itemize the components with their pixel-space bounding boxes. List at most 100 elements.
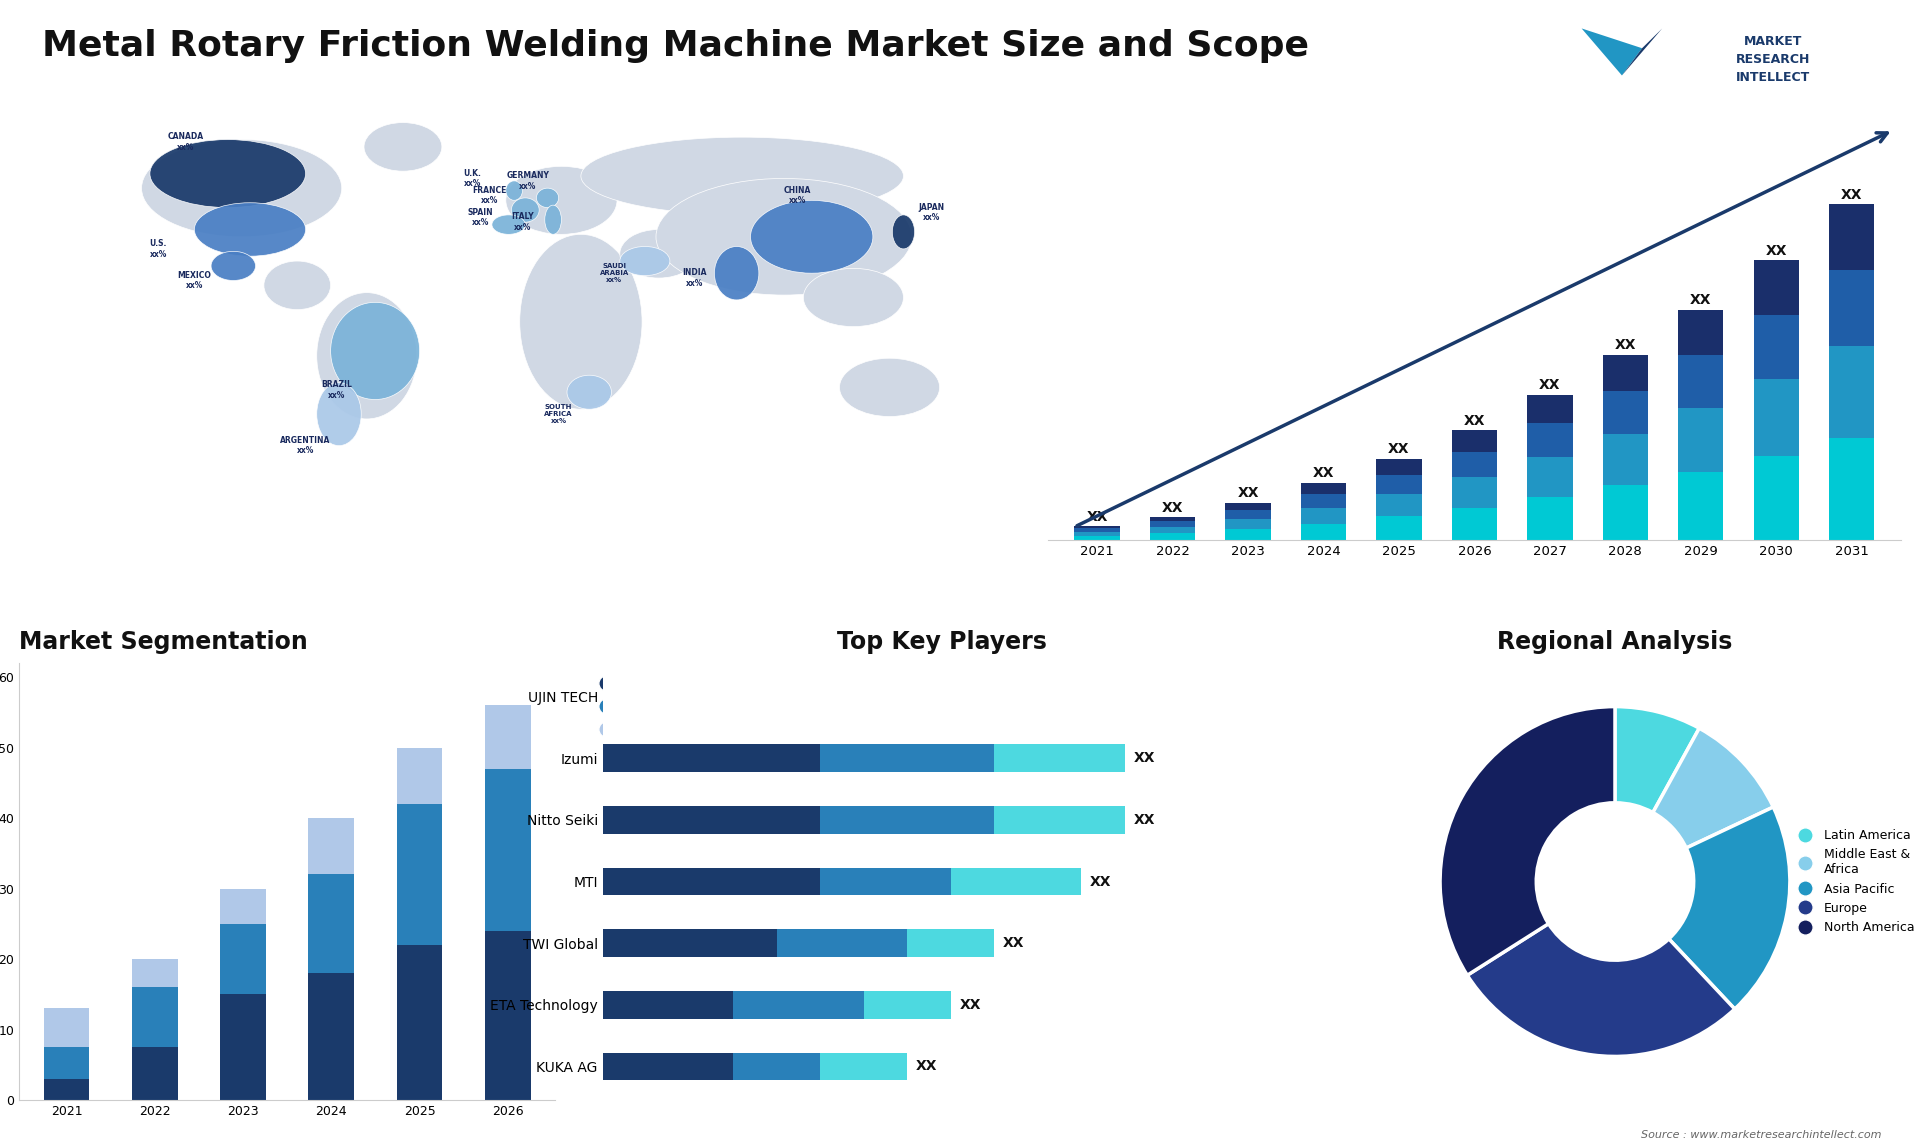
Text: XX: XX	[1133, 813, 1156, 827]
Bar	[1075, 528, 1119, 532]
Text: XX: XX	[1615, 338, 1636, 352]
Ellipse shape	[545, 205, 561, 234]
Bar	[221, 995, 267, 1100]
Text: XX: XX	[1087, 510, 1108, 524]
Bar	[44, 1047, 90, 1080]
Bar	[733, 991, 864, 1019]
Bar	[309, 818, 353, 874]
Text: XX: XX	[1091, 874, 1112, 888]
Bar	[1075, 535, 1119, 541]
Bar	[1150, 527, 1196, 533]
Text: CHINA
xx%: CHINA xx%	[783, 186, 812, 205]
Bar	[908, 929, 995, 957]
Bar	[1452, 477, 1498, 508]
Bar	[778, 929, 908, 957]
Text: Market Segmentation: Market Segmentation	[19, 630, 307, 654]
Text: XX: XX	[1766, 244, 1788, 258]
Bar	[603, 1052, 733, 1081]
Bar	[1830, 438, 1874, 541]
Text: XX: XX	[1388, 442, 1409, 456]
Bar	[1075, 526, 1119, 528]
Ellipse shape	[620, 229, 697, 278]
Bar	[221, 924, 267, 995]
Bar	[486, 769, 530, 931]
Ellipse shape	[536, 188, 559, 207]
Text: XX: XX	[1133, 752, 1156, 766]
Text: XX: XX	[1162, 501, 1183, 515]
Ellipse shape	[566, 375, 611, 409]
Bar	[1753, 456, 1799, 541]
Bar	[950, 868, 1081, 895]
Bar	[1225, 519, 1271, 529]
Bar	[1753, 260, 1799, 315]
Bar	[1603, 354, 1647, 392]
Bar	[1678, 471, 1724, 541]
Bar	[820, 745, 995, 772]
Bar	[1526, 424, 1572, 457]
Bar	[1377, 474, 1421, 494]
Bar	[1452, 430, 1498, 452]
Title: Regional Analysis: Regional Analysis	[1498, 630, 1732, 654]
Ellipse shape	[150, 140, 305, 207]
Text: XX: XX	[1002, 936, 1025, 950]
Bar	[1377, 517, 1421, 541]
Text: MARKET
RESEARCH
INTELLECT: MARKET RESEARCH INTELLECT	[1736, 34, 1811, 84]
Bar	[1678, 309, 1724, 355]
Bar	[397, 945, 442, 1100]
Bar	[44, 1080, 90, 1100]
Ellipse shape	[142, 140, 342, 237]
Text: FRANCE
xx%: FRANCE xx%	[472, 186, 507, 205]
Bar	[486, 931, 530, 1100]
Text: SPAIN
xx%: SPAIN xx%	[468, 207, 493, 227]
Text: INDIA
xx%: INDIA xx%	[684, 268, 707, 288]
Text: ITALY
xx%: ITALY xx%	[511, 212, 534, 231]
Bar	[1526, 394, 1572, 424]
Ellipse shape	[511, 198, 540, 222]
Bar	[1302, 524, 1346, 541]
Text: XX: XX	[1236, 486, 1260, 501]
Bar	[603, 745, 820, 772]
Bar	[1678, 355, 1724, 408]
Text: JAPAN
xx%: JAPAN xx%	[918, 203, 945, 222]
Bar	[44, 1008, 90, 1047]
Text: GERMANY
xx%: GERMANY xx%	[507, 171, 549, 190]
Text: ARGENTINA
xx%: ARGENTINA xx%	[280, 435, 330, 455]
Bar	[603, 991, 733, 1019]
Bar	[309, 973, 353, 1100]
Text: XX: XX	[1690, 293, 1711, 307]
Ellipse shape	[657, 179, 912, 295]
Text: CANADA
xx%: CANADA xx%	[167, 132, 204, 151]
Ellipse shape	[839, 359, 939, 416]
Bar	[995, 806, 1125, 834]
Ellipse shape	[365, 123, 442, 171]
Text: MEXICO
xx%: MEXICO xx%	[177, 270, 211, 290]
Ellipse shape	[505, 181, 522, 201]
Legend: Latin America, Middle East &
Africa, Asia Pacific, Europe, North America: Latin America, Middle East & Africa, Asi…	[1788, 824, 1920, 939]
Wedge shape	[1440, 707, 1615, 975]
Text: Metal Rotary Friction Welding Machine Market Size and Scope: Metal Rotary Friction Welding Machine Ma…	[42, 29, 1309, 63]
Ellipse shape	[893, 215, 914, 249]
Ellipse shape	[317, 292, 417, 419]
Bar	[1678, 408, 1724, 471]
Wedge shape	[1668, 807, 1789, 1008]
Bar	[1377, 458, 1421, 474]
Bar	[1225, 510, 1271, 519]
Text: XX: XX	[1841, 188, 1862, 202]
Bar	[1830, 346, 1874, 438]
Text: XX: XX	[1313, 466, 1334, 480]
Bar	[603, 868, 820, 895]
Text: U.K.
xx%: U.K. xx%	[463, 168, 482, 188]
Bar	[1603, 392, 1647, 434]
Legend: Type, Application, Geography: Type, Application, Geography	[584, 670, 720, 743]
Bar	[132, 959, 179, 988]
Bar	[221, 888, 267, 924]
Bar	[1150, 517, 1196, 521]
Bar	[1225, 529, 1271, 541]
Bar	[820, 806, 995, 834]
Text: SAUDI
ARABIA
xx%: SAUDI ARABIA xx%	[599, 264, 630, 283]
Bar	[309, 874, 353, 973]
Ellipse shape	[317, 383, 361, 446]
Wedge shape	[1615, 707, 1699, 813]
Text: XX: XX	[1463, 414, 1486, 427]
Title: Top Key Players: Top Key Players	[837, 630, 1046, 654]
